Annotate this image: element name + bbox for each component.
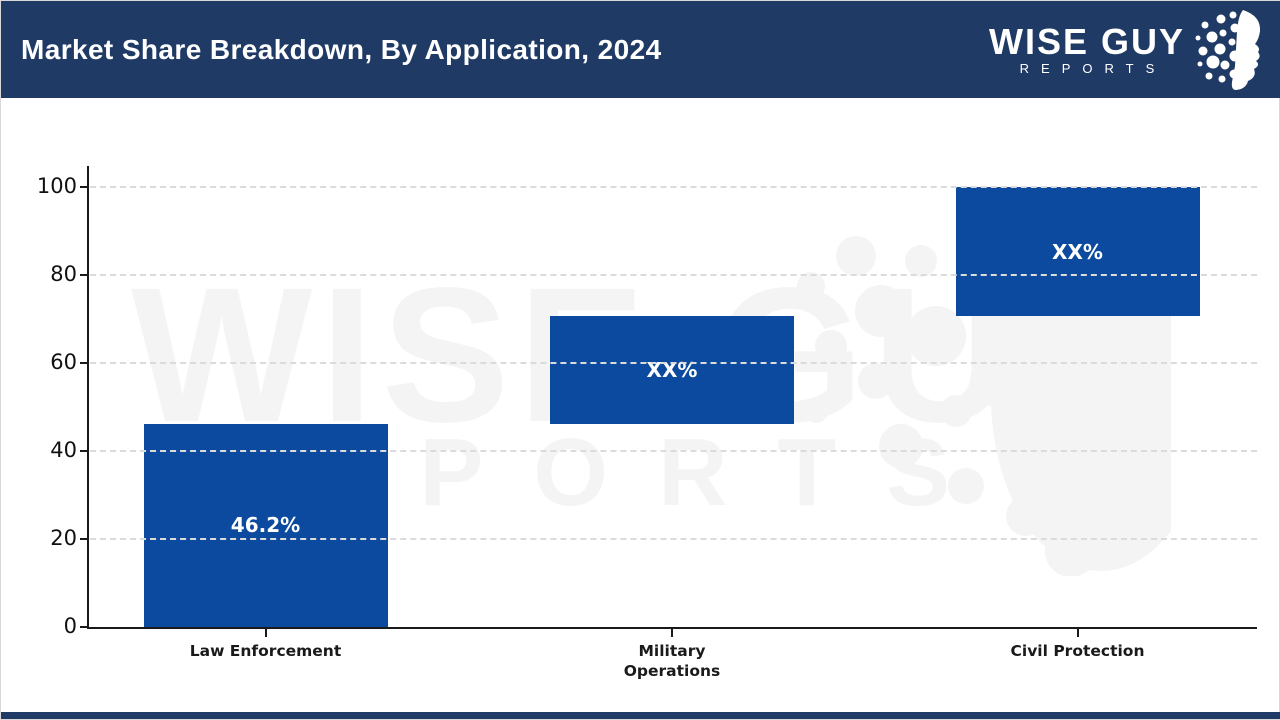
y-tick-100 xyxy=(80,186,88,188)
y-tick-0 xyxy=(80,626,88,628)
bar-civil-protection: XX% xyxy=(955,187,1200,317)
brand-logo-text: WISE GUY REPORTS xyxy=(988,20,1185,77)
x-tick-1 xyxy=(671,629,673,637)
brand-name: WISE GUY xyxy=(988,20,1185,62)
bar-law-enforcement: 46.2% xyxy=(143,423,388,627)
brand-subname: REPORTS xyxy=(1019,60,1167,76)
y-tick-label-40: 40 xyxy=(50,438,77,462)
x-tick-2 xyxy=(1076,629,1079,637)
x-category-label-law-enforcement: Law Enforcement xyxy=(189,642,342,660)
footer-bar xyxy=(1,712,1280,719)
header-bar: Market Share Breakdown, By Application, … xyxy=(1,1,1280,98)
y-tick-label-0: 0 xyxy=(63,614,77,638)
bar-military-operations: XX% xyxy=(550,316,794,424)
brand-logo: WISE GUY REPORTS xyxy=(989,8,1280,92)
y-tick-label-60: 60 xyxy=(50,350,77,374)
x-category-label-military-operations: Military Operations xyxy=(623,642,721,680)
bar-value-label: 46.2% xyxy=(230,513,301,538)
bar-value-label: XX% xyxy=(1052,239,1103,264)
gridline-60 xyxy=(90,362,1257,364)
y-tick-20 xyxy=(80,538,88,540)
gridline-100 xyxy=(90,186,1257,188)
x-tick-0 xyxy=(264,629,267,637)
brand-face-dots-icon xyxy=(1195,9,1261,90)
gridline-80 xyxy=(90,274,1257,276)
page-title: Market Share Breakdown, By Application, … xyxy=(21,33,662,65)
y-axis-spine xyxy=(87,166,89,629)
x-axis-spine xyxy=(87,627,1257,629)
y-tick-label-100: 100 xyxy=(36,174,77,198)
gridline-40 xyxy=(90,450,1257,452)
y-tick-80 xyxy=(80,274,88,276)
y-tick-label-20: 20 xyxy=(50,526,77,550)
y-tick-40 xyxy=(80,450,88,452)
y-tick-60 xyxy=(80,362,88,364)
x-category-label-civil-protection: Civil Protection xyxy=(1010,642,1145,660)
y-tick-label-80: 80 xyxy=(50,262,77,286)
gridline-20 xyxy=(90,538,1257,540)
